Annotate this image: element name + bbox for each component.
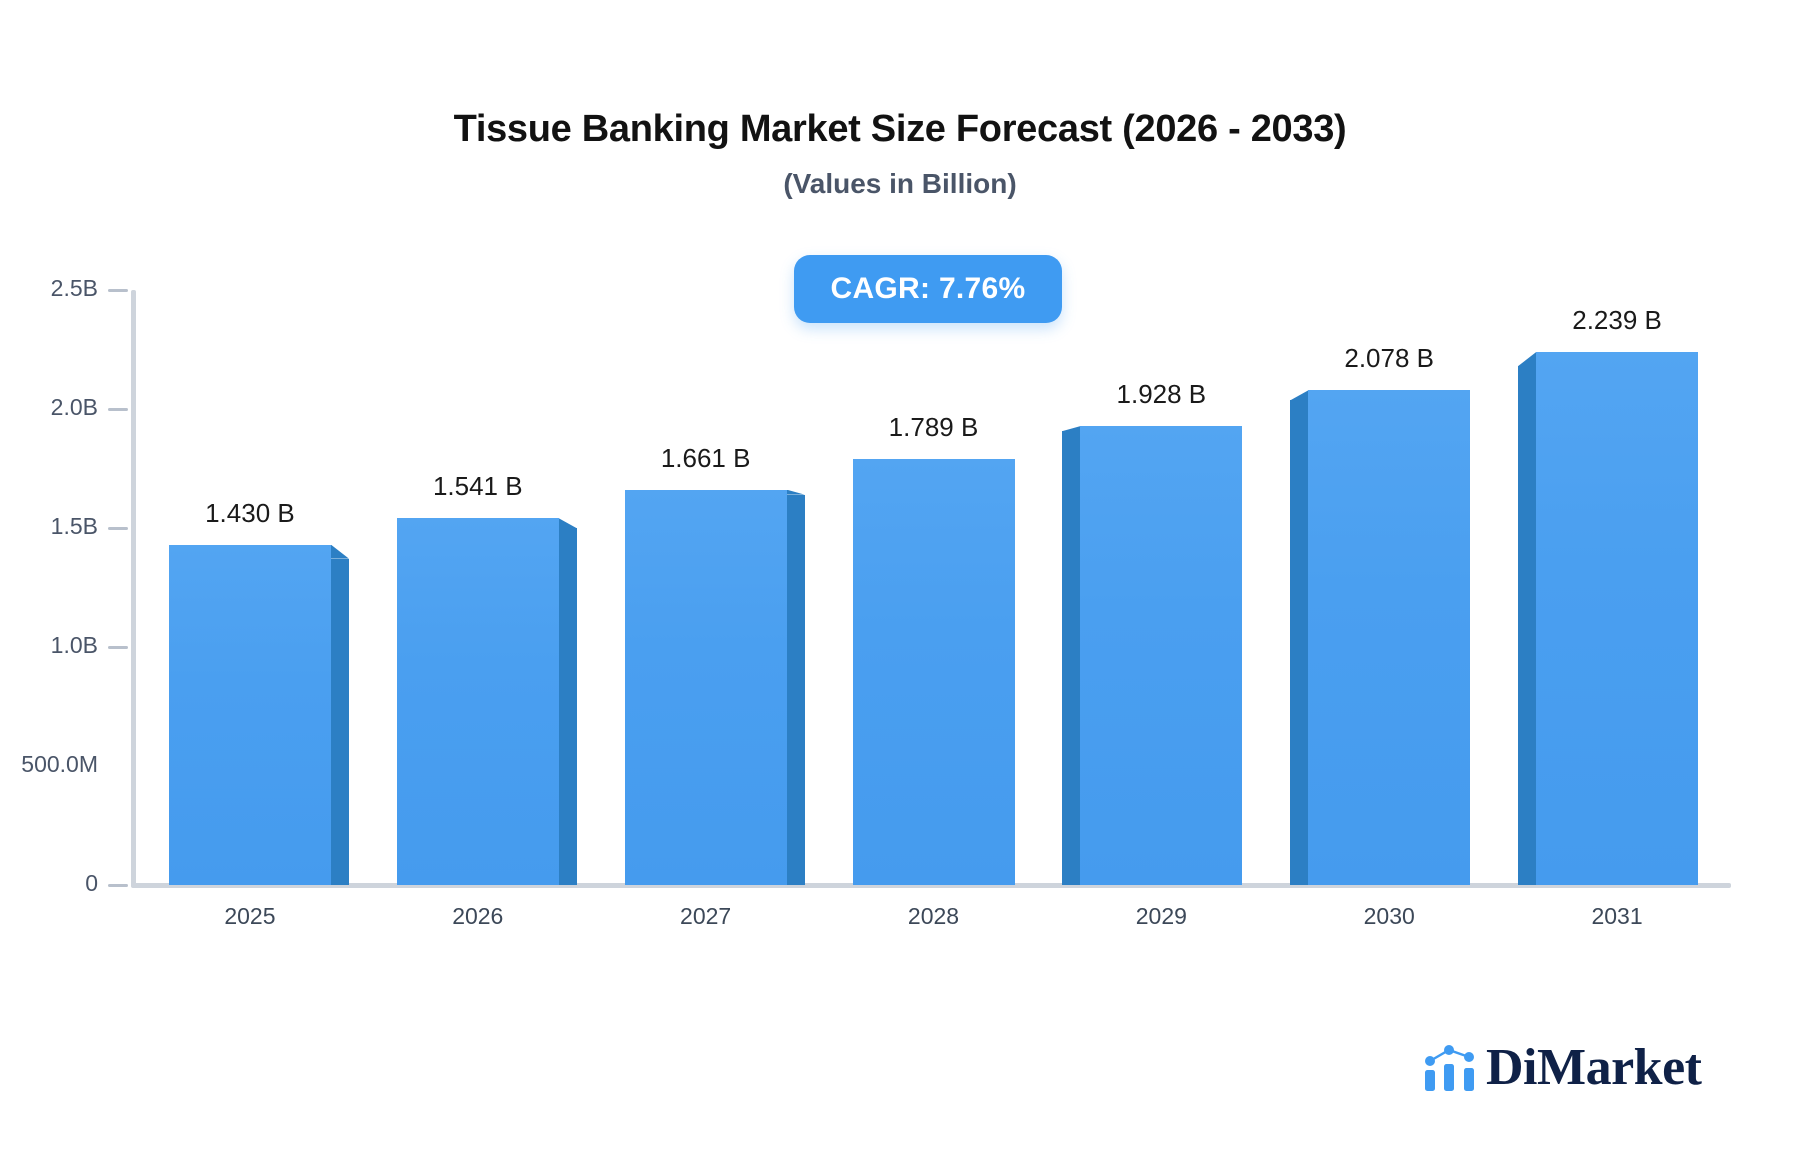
- bar-value-label: 1.661 B: [660, 442, 751, 473]
- y-axis-tick: [108, 289, 128, 292]
- y-axis-tick-label: 2.0B: [50, 394, 98, 420]
- bar-front-face: [168, 544, 331, 885]
- y-axis-tick-label: 500.0M: [21, 751, 98, 777]
- y-axis-tick: [108, 527, 128, 530]
- cagr-badge-label: CAGR: 7.76%: [830, 272, 1026, 305]
- bar-value-label: 1.789 B: [888, 412, 979, 443]
- brand-name: DiMarket: [1486, 1039, 1702, 1096]
- bar-top-face: [1518, 352, 1537, 367]
- bar-value-label: 2.078 B: [1344, 343, 1435, 374]
- bar-side-face: [1290, 400, 1309, 885]
- y-axis-tick: [108, 408, 128, 411]
- bar[interactable]: [396, 518, 577, 885]
- bar[interactable]: [624, 489, 805, 885]
- bar-front-face: [624, 489, 787, 885]
- bar[interactable]: [168, 544, 349, 885]
- bar-front-face: [1536, 352, 1699, 885]
- page-title: Tissue Banking Market Size Forecast (202…: [453, 108, 1347, 150]
- bar[interactable]: [1062, 426, 1243, 885]
- bar-side-face: [558, 528, 577, 885]
- bar-front-face: [1308, 390, 1471, 885]
- y-axis-line: [131, 290, 136, 887]
- y-axis-tick: [108, 646, 128, 649]
- bar-top-face: [786, 489, 805, 495]
- bar[interactable]: [852, 459, 1015, 885]
- x-axis-tick-label: 2026: [452, 903, 504, 929]
- bar-front-face: [852, 459, 1015, 885]
- bar-top-face: [1290, 390, 1309, 401]
- bar-front-face: [1080, 426, 1243, 885]
- bar[interactable]: [1290, 390, 1471, 885]
- bar-top-face: [1062, 426, 1081, 432]
- x-axis-tick-label: 2031: [1591, 903, 1643, 929]
- x-axis-line: [131, 883, 1731, 888]
- bar-side-face: [1518, 366, 1537, 885]
- y-axis-tick-label: 1.0B: [50, 632, 98, 658]
- bar-value-label: 1.430 B: [205, 497, 295, 528]
- bar-chart-icon: [1425, 1045, 1474, 1091]
- y-axis-tick-label: 0: [85, 870, 98, 896]
- bar-value-label: 1.541 B: [432, 471, 523, 502]
- y-axis-tick-label: 2.5B: [50, 275, 98, 301]
- y-axis-tick: [108, 884, 128, 887]
- bar-top-face: [558, 518, 577, 529]
- x-axis-tick-label: 2030: [1363, 903, 1415, 929]
- bar-top-face: [330, 544, 349, 559]
- bar[interactable]: [1518, 352, 1699, 885]
- brand-logo: DiMarket: [1424, 1039, 1702, 1096]
- bar-front-face: [396, 518, 559, 885]
- y-axis-tick-label: 1.5B: [50, 513, 98, 539]
- page-subtitle: (Values in Billion): [783, 168, 1017, 199]
- x-axis-tick-label: 2027: [680, 903, 732, 929]
- bar-value-label: 1.928 B: [1116, 379, 1207, 410]
- bar-side-face: [330, 558, 349, 885]
- bar-value-label: 2.239 B: [1572, 305, 1662, 336]
- x-axis-tick-label: 2029: [1135, 903, 1187, 929]
- bar-side-face: [1062, 431, 1081, 885]
- x-axis-tick-label: 2028: [907, 903, 960, 929]
- x-axis-tick-label: 2025: [224, 903, 276, 929]
- cagr-badge: CAGR: 7.76%: [794, 255, 1062, 323]
- bar-side-face: [786, 494, 805, 885]
